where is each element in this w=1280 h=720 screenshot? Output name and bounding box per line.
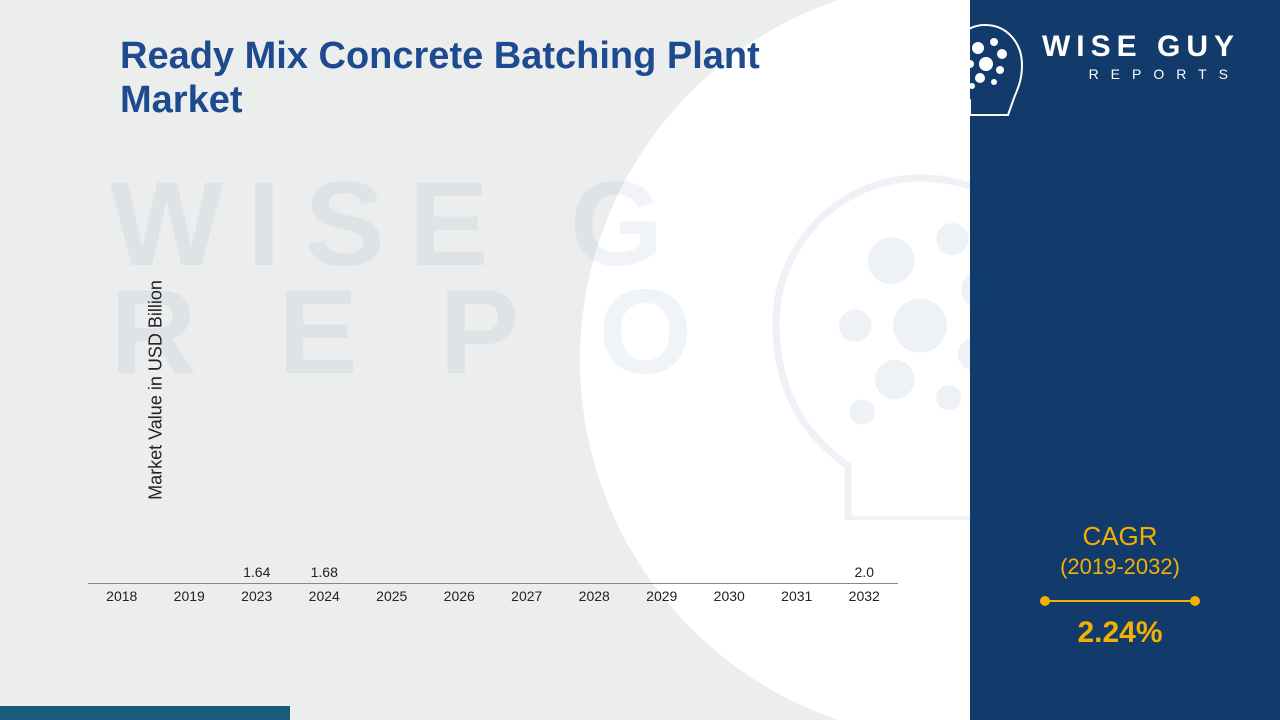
cagr-title: CAGR	[1020, 521, 1220, 552]
cagr-value: 2.24%	[1020, 616, 1220, 650]
brand-subtitle: REPORTS	[1042, 66, 1240, 82]
x-axis-labels: 2018201920232024202520262027202820292030…	[88, 588, 898, 610]
cagr-range: (2019-2032)	[1020, 554, 1220, 580]
logo-head-icon	[940, 20, 1030, 120]
bar-value-label: 2.0	[855, 564, 874, 580]
x-tick-label: 2030	[696, 588, 764, 610]
x-tick-label: 2028	[561, 588, 629, 610]
x-tick-label: 2026	[426, 588, 494, 610]
cagr-divider	[1045, 600, 1195, 602]
x-tick-label: 2029	[628, 588, 696, 610]
x-tick-label: 2019	[156, 588, 224, 610]
x-tick-label: 2024	[291, 588, 359, 610]
x-tick-label: 2025	[358, 588, 426, 610]
x-axis-line	[88, 583, 898, 584]
plot-area: 1.64 1.68 2.0	[88, 170, 898, 584]
infographic-canvas: Ready Mix Concrete Batching Plant Market…	[0, 0, 1280, 720]
cagr-block: CAGR (2019-2032) 2.24%	[1020, 521, 1220, 650]
bars-container: 1.64 1.68 2.0	[88, 170, 898, 584]
bar-value-label: 1.64	[243, 564, 270, 580]
brand-logo: WISE GUY REPORTS	[1042, 30, 1240, 82]
x-tick-label: 2023	[223, 588, 291, 610]
bar-chart: Market Value in USD Billion 1.641.682.0 …	[68, 170, 898, 610]
brand-name: WISE GUY	[1042, 30, 1240, 64]
bar-value-label: 1.68	[311, 564, 338, 580]
x-tick-label: 2031	[763, 588, 831, 610]
x-tick-label: 2027	[493, 588, 561, 610]
chart-title: Ready Mix Concrete Batching Plant Market	[120, 35, 880, 122]
x-tick-label: 2032	[831, 588, 899, 610]
x-tick-label: 2018	[88, 588, 156, 610]
bottom-accent-bar	[0, 706, 290, 720]
